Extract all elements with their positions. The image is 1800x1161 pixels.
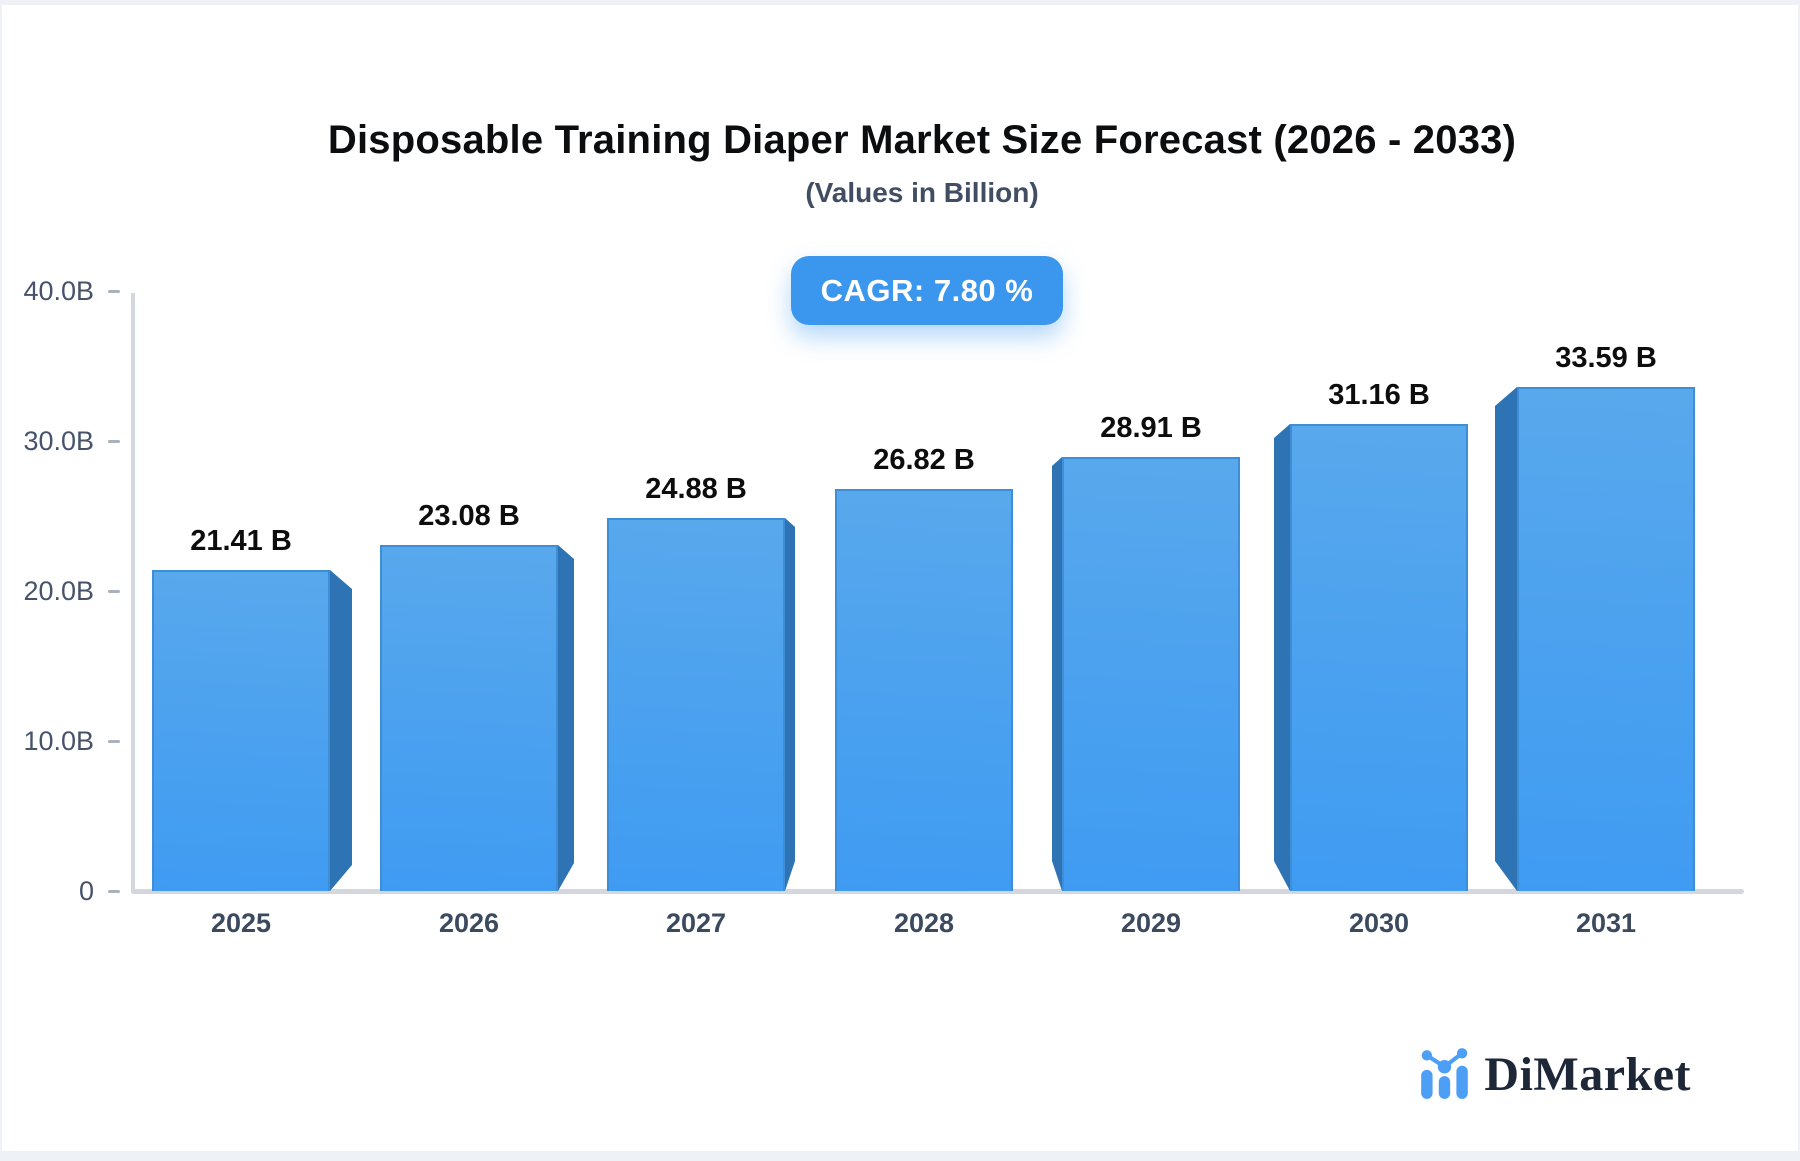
- bar: [1062, 457, 1240, 891]
- bar: [152, 570, 330, 891]
- brand-name: DiMarket: [1484, 1047, 1691, 1102]
- bar-value-label: 23.08 B: [359, 499, 579, 533]
- bar: [1517, 387, 1695, 891]
- bar-side-face: [1052, 457, 1062, 891]
- y-axis-tick: [108, 440, 120, 443]
- x-axis-label: 2025: [151, 907, 331, 939]
- chart-card: Disposable Training Diaper Market Size F…: [2, 5, 1798, 1151]
- bar: [380, 545, 558, 891]
- bar-side-face: [1274, 424, 1290, 891]
- y-axis-tick-label: 0: [2, 875, 94, 907]
- bar: [1290, 424, 1468, 891]
- dimarket-logo: DiMarket: [1416, 1045, 1691, 1103]
- bar-value-label: 28.91 B: [1041, 411, 1261, 445]
- x-axis-label: 2029: [1061, 907, 1241, 939]
- y-axis-tick: [108, 590, 120, 593]
- x-axis-label: 2031: [1516, 907, 1696, 939]
- bar-side-face: [1495, 387, 1517, 891]
- bar-side-face: [785, 518, 795, 891]
- bar-value-label: 31.16 B: [1269, 378, 1489, 412]
- x-axis-label: 2027: [606, 907, 786, 939]
- bar-value-label: 33.59 B: [1496, 341, 1716, 375]
- bar-side-face: [558, 545, 574, 891]
- y-axis-tick-label: 20.0B: [2, 575, 94, 607]
- y-axis-line: [131, 293, 135, 891]
- bar-value-label: 24.88 B: [586, 472, 806, 506]
- y-axis-tick: [108, 890, 120, 893]
- y-axis-tick: [108, 290, 120, 293]
- bar: [607, 518, 785, 891]
- x-axis-label: 2028: [834, 907, 1014, 939]
- y-axis-tick-label: 40.0B: [2, 275, 94, 307]
- bar-value-label: 21.41 B: [131, 524, 351, 558]
- y-axis-tick: [108, 740, 120, 743]
- bar-value-label: 26.82 B: [814, 443, 1034, 477]
- y-axis-tick-label: 30.0B: [2, 425, 94, 457]
- bar: [835, 489, 1013, 891]
- x-axis-label: 2030: [1289, 907, 1469, 939]
- y-axis-tick-label: 10.0B: [2, 725, 94, 757]
- bar-side-face: [330, 570, 352, 891]
- x-axis-label: 2026: [379, 907, 559, 939]
- mini-bar-chart-logo-icon: [1416, 1045, 1474, 1103]
